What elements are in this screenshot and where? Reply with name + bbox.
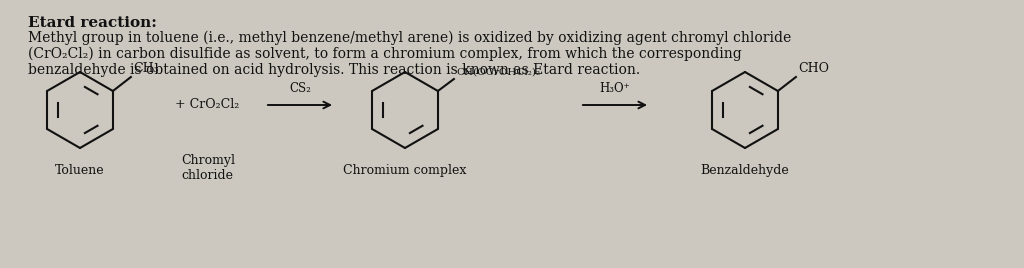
Text: Toluene: Toluene <box>55 164 104 177</box>
Text: Benzaldehyde: Benzaldehyde <box>700 164 790 177</box>
Text: Chromium complex: Chromium complex <box>343 164 467 177</box>
Text: CHO: CHO <box>798 62 828 75</box>
Text: Chromyl
chloride: Chromyl chloride <box>181 154 234 182</box>
Text: CH₃: CH₃ <box>133 62 159 75</box>
Text: Etard reaction:: Etard reaction: <box>28 16 157 30</box>
Text: H₃O⁺: H₃O⁺ <box>600 82 631 95</box>
Text: + CrO₂Cl₂: + CrO₂Cl₂ <box>175 99 240 111</box>
Text: (CrO₂Cl₂) in carbon disulfide as solvent, to form a chromium complex, from which: (CrO₂Cl₂) in carbon disulfide as solvent… <box>28 47 741 61</box>
Text: CS₂: CS₂ <box>289 82 311 95</box>
Text: CH(OCrOHCl₂)₂: CH(OCrOHCl₂)₂ <box>456 68 540 77</box>
Text: Methyl group in toluene (i.e., methyl benzene/methyl arene) is oxidized by oxidi: Methyl group in toluene (i.e., methyl be… <box>28 31 792 45</box>
Text: benzaldehyde is obtained on acid hydrolysis. This reaction is known as Etard rea: benzaldehyde is obtained on acid hydroly… <box>28 63 640 77</box>
